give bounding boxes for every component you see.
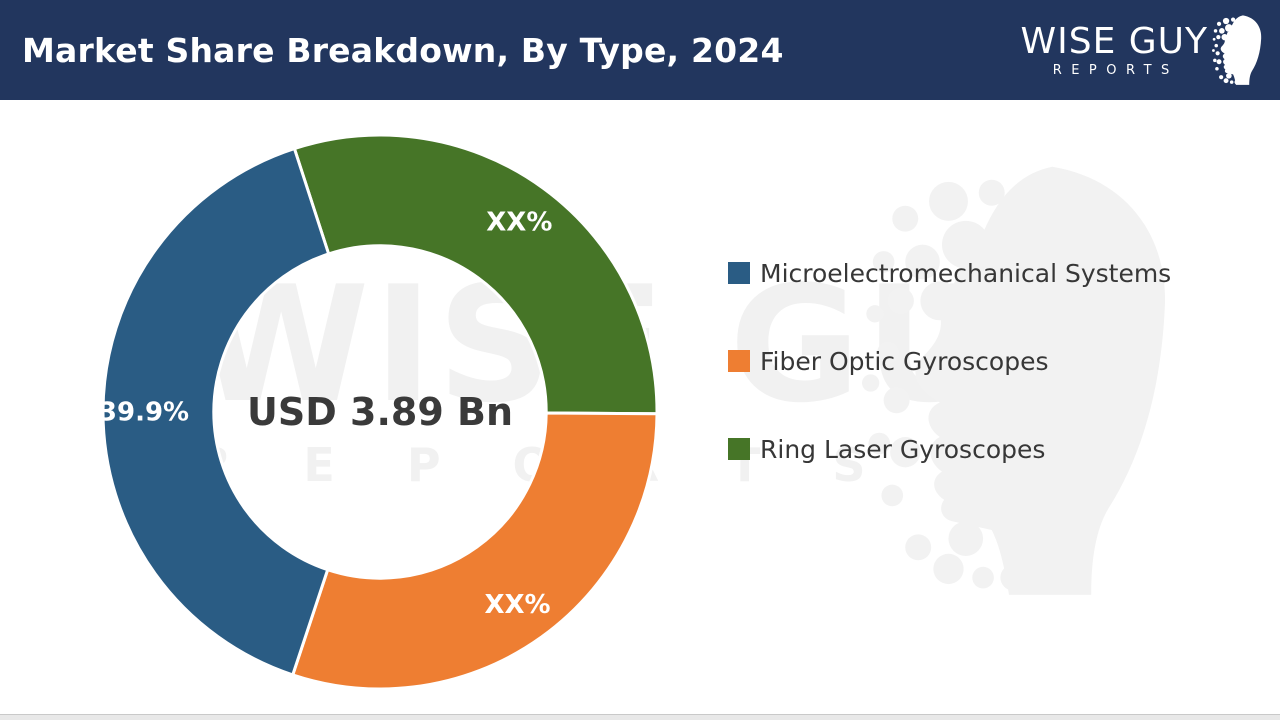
legend-label: Ring Laser Gyroscopes (760, 434, 1046, 464)
header-bar: Market Share Breakdown, By Type, 2024 WI… (0, 0, 1280, 100)
logo-wordmark: WISE GUY (1020, 20, 1208, 62)
footer-divider (0, 714, 1280, 715)
logo-text: WISE GUY REPORTS (1020, 20, 1209, 78)
slice-ring-laser-gyroscopes (292, 133, 659, 416)
wise-guy-head-icon (1212, 14, 1262, 85)
legend-item: Ring Laser Gyroscopes (728, 434, 1171, 464)
slice-fiber-optic-gyroscopes (291, 411, 659, 691)
slice-value-label: 39.9% (99, 397, 189, 427)
slice-value-label: XX% (484, 590, 550, 620)
slice-value-label: XX% (486, 208, 552, 238)
legend-item: Microelectromechanical Systems (728, 258, 1171, 288)
legend-label: Fiber Optic Gyroscopes (760, 346, 1049, 376)
legend-item: Fiber Optic Gyroscopes (728, 346, 1171, 376)
legend-swatch (728, 438, 750, 460)
legend-swatch (728, 350, 750, 372)
footer-strip (0, 715, 1280, 720)
legend-swatch (728, 262, 750, 284)
chart-legend: Microelectromechanical Systems Fiber Opti… (728, 258, 1171, 522)
wise-guy-logo: WISE GUY REPORTS (1021, 14, 1265, 87)
chart-center-value: USD 3.89 Bn (247, 390, 513, 434)
slice-microelectromechanical-systems (101, 147, 331, 677)
logo-subtitle: REPORTS (1052, 62, 1179, 78)
page-title: Market Share Breakdown, By Type, 2024 (22, 30, 784, 70)
legend-label: Microelectromechanical Systems (760, 258, 1172, 288)
